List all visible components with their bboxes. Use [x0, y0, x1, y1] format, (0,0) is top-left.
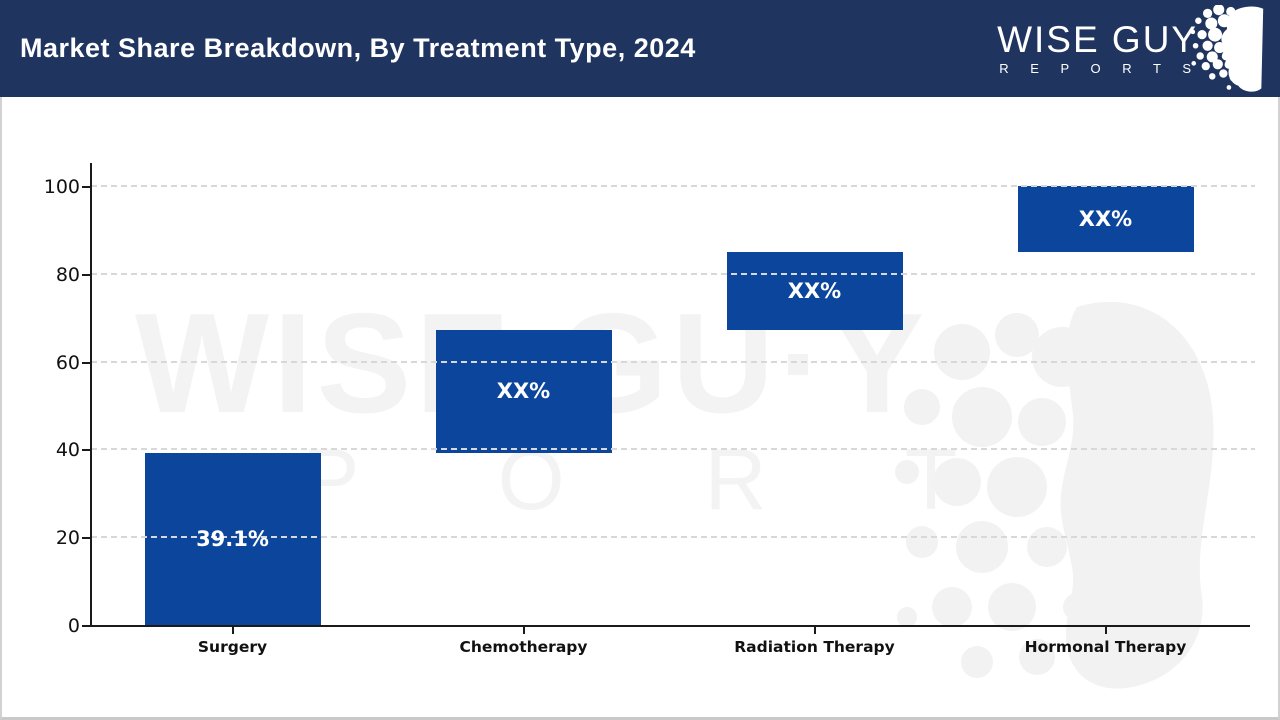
category-label-radiation-therapy: Radiation Therapy: [734, 638, 895, 656]
category-label-surgery: Surgery: [197, 638, 268, 656]
bar-hormonal-therapy: [1017, 186, 1194, 252]
wise-guy-logo: WISE GUY R E P O R T S: [995, 4, 1270, 93]
gridline-100: [91, 185, 1255, 187]
bar-value-label: XX%: [496, 379, 551, 404]
logo-name: WISE GUY: [997, 19, 1199, 60]
category-label-chemotherapy: Chemotherapy: [459, 638, 588, 656]
gridline-80: [91, 272, 1255, 275]
x-tick-3: [813, 627, 816, 634]
category-label-hormonal-therapy: Hormonal Therapy: [1024, 638, 1187, 656]
x-tick-4: [1104, 627, 1107, 634]
y-tick-label-0: 0: [67, 615, 80, 637]
bar-value-label: 39.1%: [196, 527, 269, 552]
x-tick-2: [522, 627, 525, 634]
gridline-40: [91, 448, 1255, 451]
plot-canvas: WISE GU·Y P O R T S 39.1% XX% XX% XX% 0 20 40 6…: [0, 97, 1280, 720]
logo-subtitle: R E P O R T S: [999, 61, 1200, 76]
y-tick-0: [82, 625, 90, 627]
y-tick-100: [82, 186, 90, 188]
header-bar: Market Share Breakdown, By Treatment Typ…: [0, 0, 1280, 97]
y-axis-line: [90, 163, 92, 627]
bar-value-label: XX%: [787, 278, 842, 303]
y-tick-60: [82, 361, 90, 364]
x-axis-line: [90, 625, 1250, 627]
bar-value-label: XX%: [1078, 206, 1133, 231]
gridline-20: [91, 536, 1255, 539]
watermark-dotted-head: [895, 301, 1214, 689]
dotted-head-icon: [1190, 4, 1264, 92]
y-tick-label-60: 60: [55, 351, 80, 374]
chart-title: Market Share Breakdown, By Treatment Typ…: [20, 33, 696, 63]
y-tick-label-100: 100: [43, 176, 80, 198]
bar-surgery: [144, 453, 321, 625]
y-tick-40: [82, 449, 90, 452]
y-tick-80: [82, 273, 90, 276]
x-tick-1: [231, 627, 234, 634]
y-tick-20: [82, 537, 90, 540]
bar-radiation-therapy: [726, 251, 903, 330]
gridline-60: [91, 360, 1255, 363]
y-tick-label-80: 80: [55, 263, 80, 286]
y-tick-label-40: 40: [55, 439, 80, 462]
logo-text: WISE GUY R E P O R T S: [995, 21, 1200, 76]
bar-chemotherapy: [435, 329, 612, 454]
y-tick-label-20: 20: [55, 527, 80, 550]
